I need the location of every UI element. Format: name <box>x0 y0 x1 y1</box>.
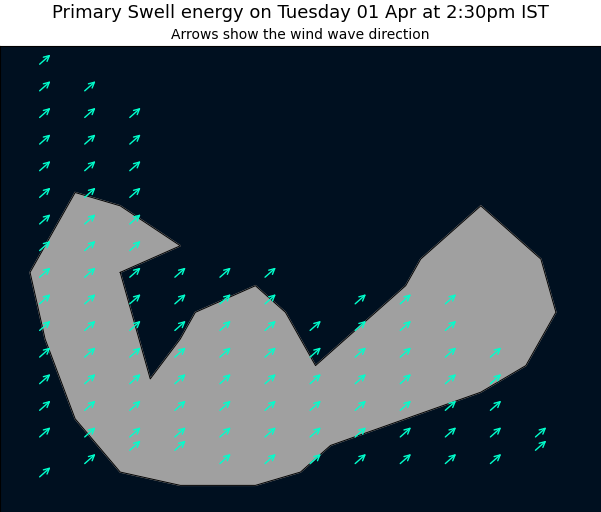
Text: Primary Swell energy on Tuesday 01 Apr at 2:30pm IST: Primary Swell energy on Tuesday 01 Apr a… <box>52 4 549 22</box>
Polygon shape <box>30 193 556 485</box>
Text: Arrows show the wind wave direction: Arrows show the wind wave direction <box>171 28 430 41</box>
